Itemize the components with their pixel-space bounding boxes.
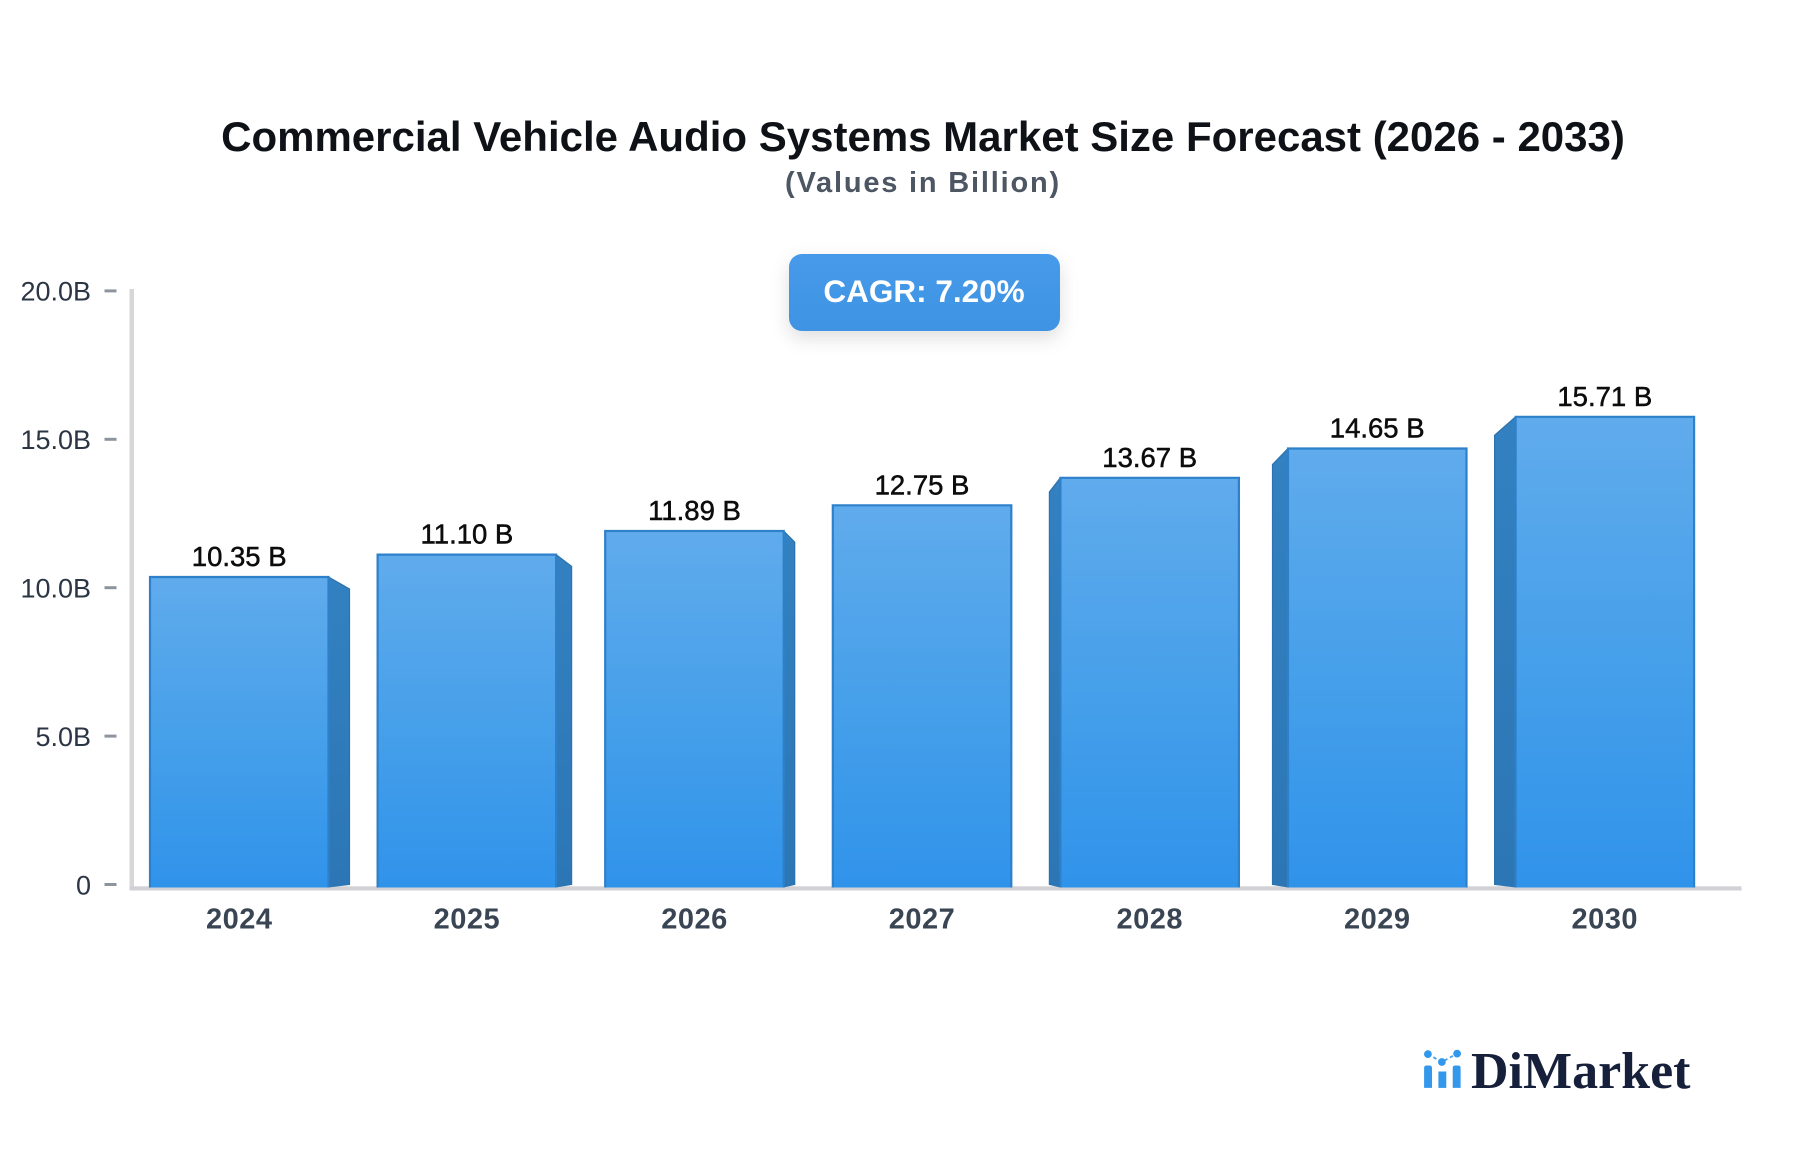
svg-text:2027: 2027	[889, 904, 956, 936]
svg-text:12.75 B: 12.75 B	[875, 469, 970, 500]
svg-text:2029: 2029	[1344, 904, 1411, 936]
svg-text:(Values in Billion): (Values in Billion)	[785, 167, 1061, 199]
svg-text:11.89 B: 11.89 B	[648, 495, 741, 526]
svg-text:15.71 B: 15.71 B	[1557, 381, 1652, 412]
svg-text:CAGR: 7.20%: CAGR: 7.20%	[823, 273, 1024, 309]
svg-text:11.10 B: 11.10 B	[421, 519, 514, 550]
svg-text:14.65 B: 14.65 B	[1330, 413, 1425, 444]
svg-text:DiMarket: DiMarket	[1471, 1043, 1691, 1100]
svg-text:10.35 B: 10.35 B	[192, 541, 287, 572]
svg-text:13.67 B: 13.67 B	[1102, 442, 1197, 473]
svg-text:0: 0	[76, 870, 91, 900]
svg-text:20.0B: 20.0B	[20, 277, 91, 307]
svg-text:10.0B: 10.0B	[20, 574, 91, 604]
svg-text:2025: 2025	[434, 904, 501, 936]
svg-text:15.0B: 15.0B	[20, 425, 91, 455]
svg-text:5.0B: 5.0B	[35, 722, 91, 752]
svg-text:2026: 2026	[661, 904, 728, 936]
svg-text:2030: 2030	[1572, 904, 1639, 936]
svg-text:2028: 2028	[1116, 904, 1183, 936]
svg-text:Commercial Vehicle Audio Syste: Commercial Vehicle Audio Systems Market …	[221, 113, 1625, 160]
svg-text:2024: 2024	[206, 904, 273, 936]
